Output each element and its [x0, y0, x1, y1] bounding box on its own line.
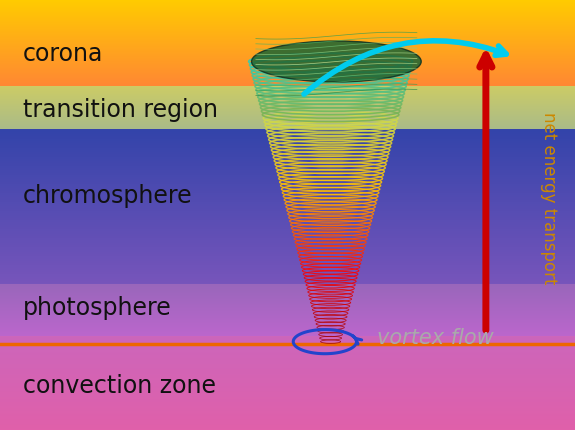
- Text: corona: corona: [23, 42, 103, 66]
- Text: convection zone: convection zone: [23, 373, 216, 397]
- Text: photosphere: photosphere: [23, 295, 172, 319]
- Ellipse shape: [252, 42, 421, 83]
- Text: net energy transport: net energy transport: [540, 112, 558, 284]
- Text: chromosphere: chromosphere: [23, 184, 193, 208]
- Text: vortex flow: vortex flow: [377, 328, 493, 347]
- Text: transition region: transition region: [23, 98, 218, 122]
